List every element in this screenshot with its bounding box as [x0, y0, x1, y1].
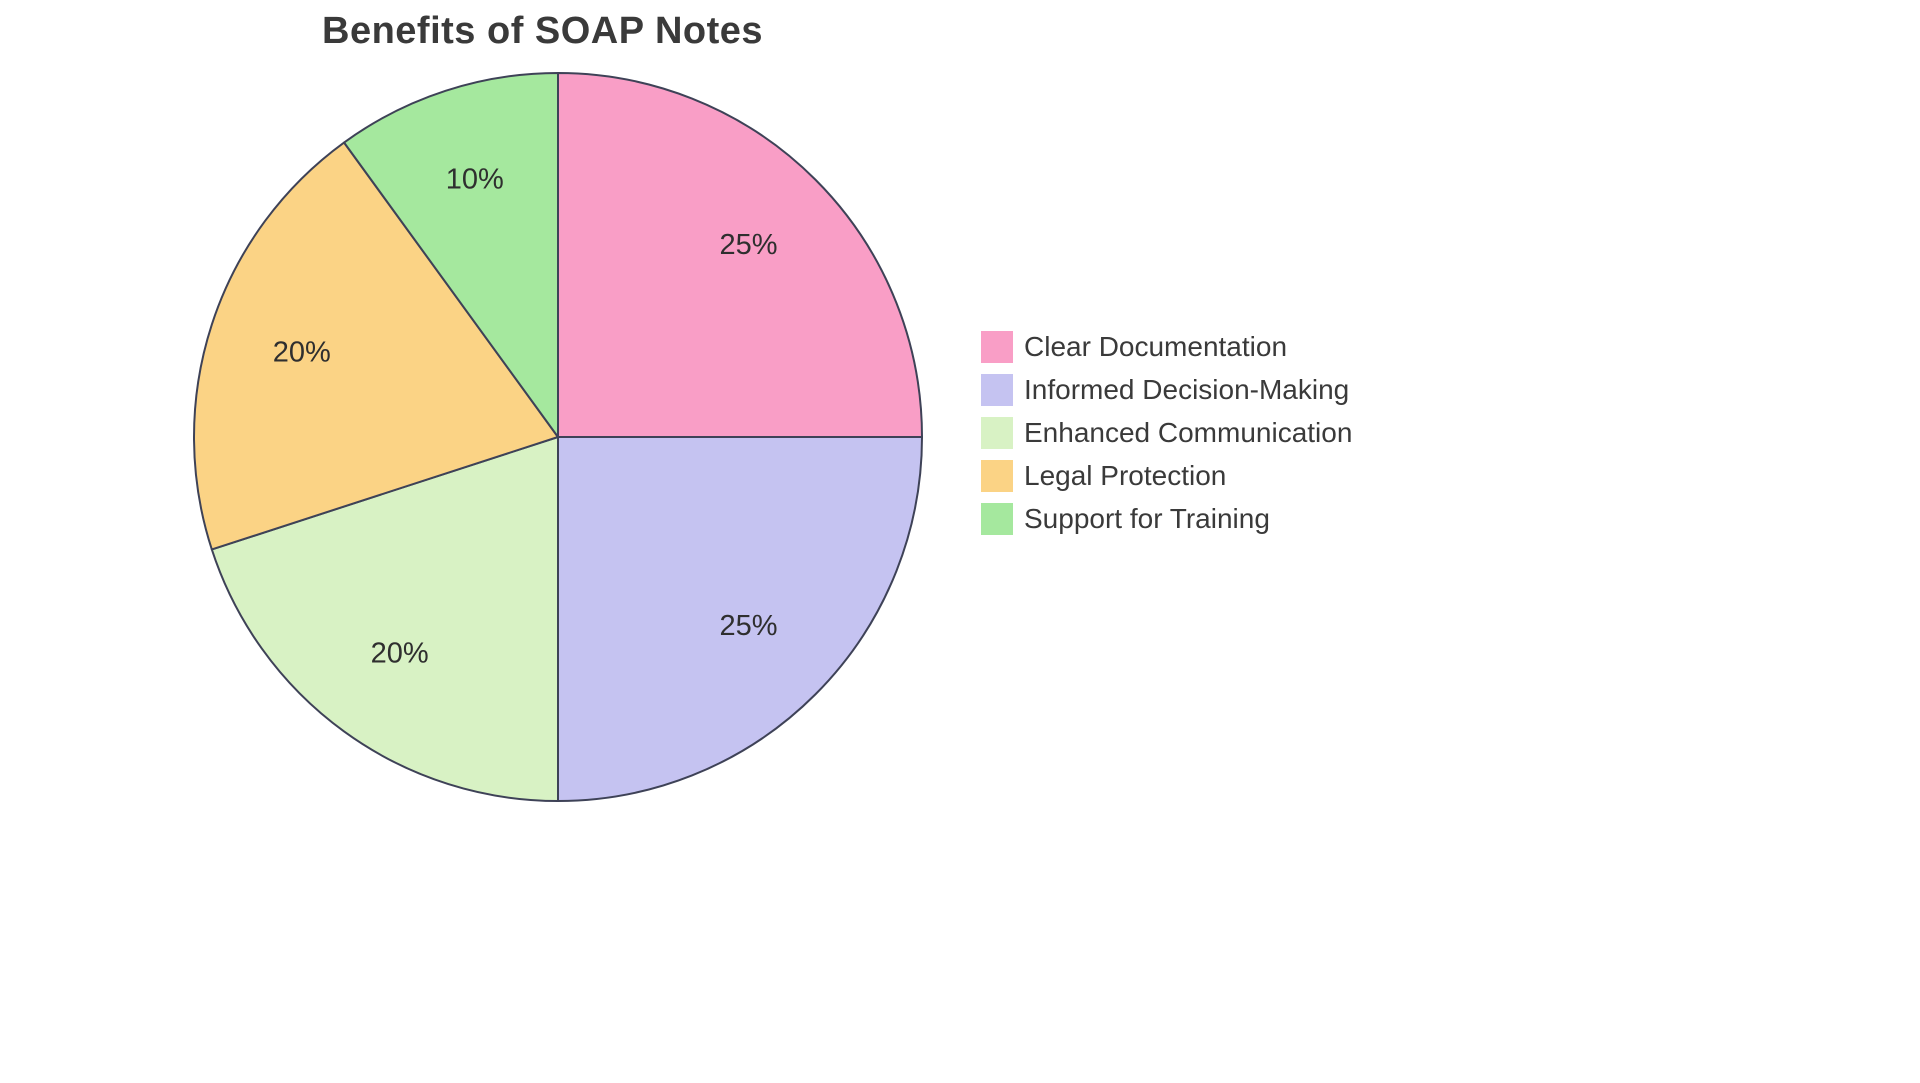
- pie-slice-percent-label: 25%: [719, 229, 777, 261]
- legend-swatch: [981, 417, 1013, 449]
- legend-label: Support for Training: [1024, 503, 1270, 534]
- legend-label: Clear Documentation: [1024, 331, 1288, 362]
- pie-slice-2: [210, 436, 559, 802]
- pie-slice-1: [557, 436, 923, 802]
- legend-item: Informed Decision-Making: [981, 374, 1352, 406]
- legend-label: Legal Protection: [1024, 460, 1227, 491]
- legend-item: Clear Documentation: [981, 331, 1352, 363]
- legend: Clear Documentation Informed Decision-Mak…: [981, 331, 1352, 546]
- pie-slice-0: [557, 72, 923, 438]
- chart-title: Benefits of SOAP Notes: [322, 10, 764, 52]
- legend-swatch: [981, 503, 1013, 535]
- pie-slice-percent-label: 10%: [446, 163, 504, 195]
- legend-swatch: [981, 374, 1013, 406]
- legend-item: Legal Protection: [981, 460, 1352, 492]
- legend-swatch: [981, 460, 1013, 492]
- legend-label: Enhanced Communication: [1024, 417, 1353, 448]
- legend-label: Informed Decision-Making: [1024, 374, 1350, 405]
- pie-slice-4: [343, 72, 559, 438]
- legend-item: Enhanced Communication: [981, 417, 1352, 449]
- pie-slice-percent-label: 25%: [719, 610, 777, 642]
- legend-item: Support for Training: [981, 503, 1352, 535]
- legend-swatch: [981, 331, 1013, 363]
- pie-slice-percent-label: 20%: [371, 638, 429, 670]
- pie-slice-3: [193, 141, 559, 551]
- pie-slice-percent-label: 20%: [273, 336, 331, 368]
